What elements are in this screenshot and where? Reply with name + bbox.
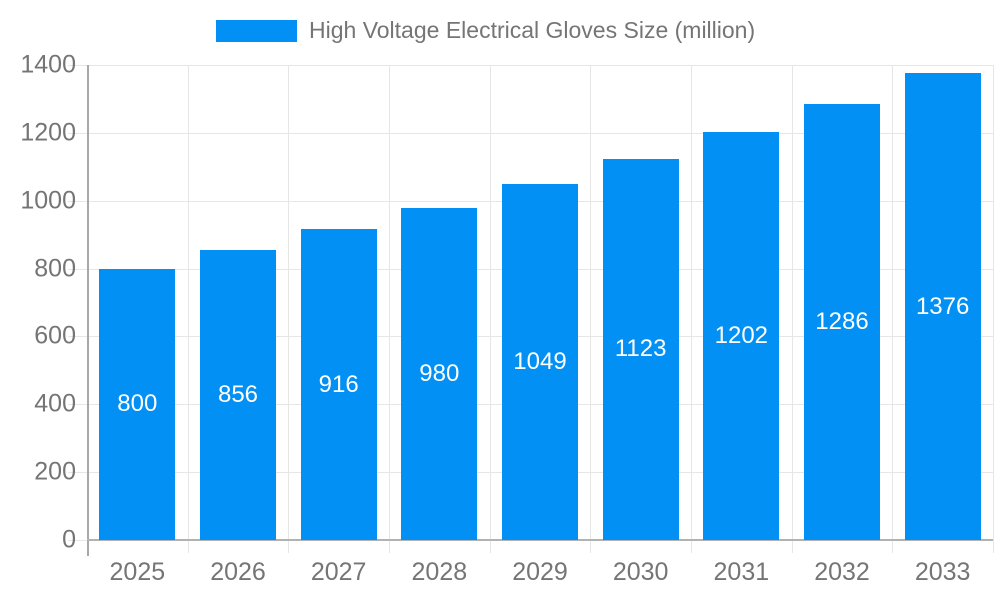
y-axis-line (87, 65, 89, 556)
legend: High Voltage Electrical Gloves Size (mil… (216, 17, 755, 44)
legend-label: High Voltage Electrical Gloves Size (mil… (309, 17, 756, 43)
gridline-vertical (489, 65, 491, 553)
gridline-vertical (187, 65, 189, 553)
gridline-vertical (791, 65, 793, 553)
y-tick-label: 1000 (20, 186, 76, 215)
y-tick-label: 400 (34, 389, 76, 418)
gridline-vertical (691, 65, 692, 553)
x-tick-label: 2027 (310, 558, 367, 586)
gridline-vertical (892, 65, 894, 553)
y-tick-label: 1400 (20, 50, 76, 79)
x-tick-label: 2031 (713, 558, 770, 586)
bar-value-label: 1376 (915, 292, 970, 320)
gridline-horizontal (68, 65, 993, 66)
bar-2029[interactable] (502, 184, 578, 540)
bar-value-label: 1123 (614, 335, 667, 363)
x-tick-label: 2025 (109, 558, 166, 586)
bar-value-label: 856 (217, 380, 259, 408)
x-tick-label: 2029 (512, 558, 568, 586)
gridline-vertical (590, 65, 592, 553)
bar-value-label: 800 (117, 390, 158, 418)
bar-2027[interactable] (300, 229, 377, 540)
x-axis-line (87, 539, 993, 541)
gridline-vertical (389, 65, 390, 553)
y-tick-label: 1200 (20, 118, 76, 147)
bar-2030[interactable] (602, 158, 679, 540)
x-tick-label: 2028 (411, 558, 468, 586)
bar-2025[interactable] (99, 268, 176, 540)
y-tick-label: 800 (34, 254, 76, 283)
bar-value-label: 980 (419, 359, 460, 387)
bar-value-label: 1286 (815, 307, 869, 335)
gridline-horizontal (68, 132, 993, 134)
gridline-vertical (993, 65, 994, 553)
bar-value-label: 916 (318, 370, 359, 398)
legend-swatch (216, 19, 297, 42)
bar-value-label: 1202 (714, 322, 769, 350)
bar-2033[interactable] (904, 73, 981, 540)
x-tick-label: 2033 (914, 558, 971, 586)
bar-2026[interactable] (200, 249, 276, 540)
x-tick-label: 2032 (814, 558, 870, 586)
bar-value-label: 1049 (513, 348, 567, 376)
bar-2032[interactable] (804, 103, 880, 540)
gridline-vertical (288, 65, 290, 553)
y-tick-label: 200 (34, 457, 76, 486)
bar-2031[interactable] (703, 132, 780, 540)
y-tick-label: 600 (34, 321, 76, 350)
y-tick-label: 0 (62, 525, 76, 554)
x-tick-label: 2030 (612, 558, 669, 586)
bar-2028[interactable] (401, 207, 478, 540)
x-tick-label: 2026 (210, 558, 266, 586)
